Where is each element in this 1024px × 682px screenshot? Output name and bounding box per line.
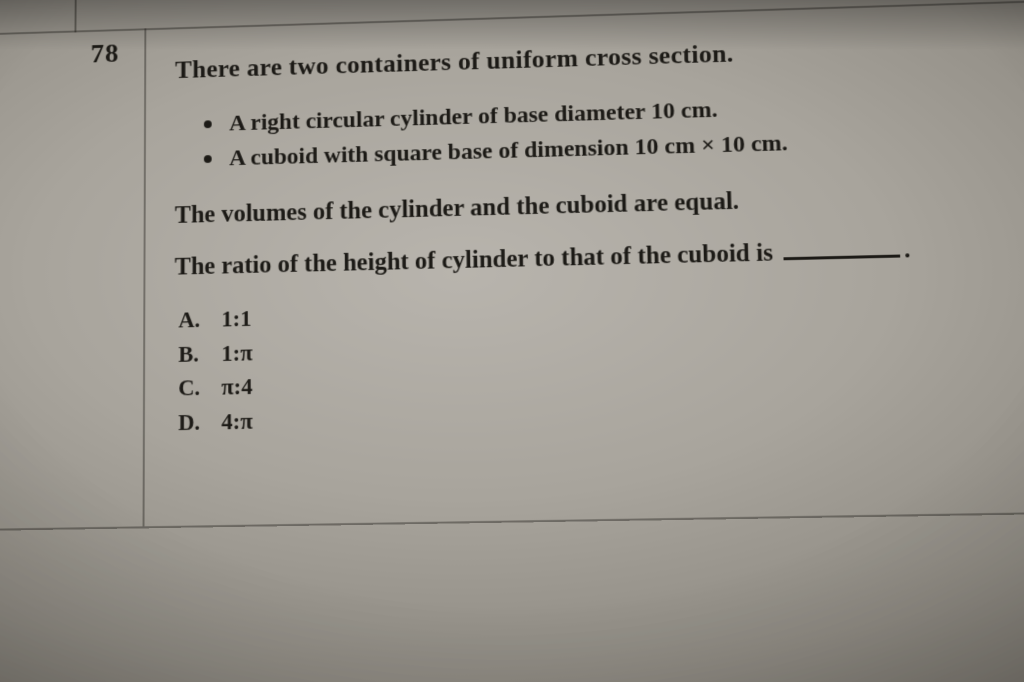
option-label: A. bbox=[178, 304, 205, 338]
question-para-2: The ratio of the height of cylinder to t… bbox=[175, 229, 994, 287]
table-border bbox=[0, 0, 1024, 36]
bullet-icon bbox=[204, 155, 212, 163]
bullet-icon bbox=[204, 120, 212, 128]
question-stem: There are two containers of uniform cros… bbox=[175, 31, 986, 84]
question-para-1: The volumes of the cylinder and the cubo… bbox=[175, 176, 992, 235]
fill-blank bbox=[783, 235, 900, 260]
option-label: C. bbox=[178, 371, 205, 406]
table-border bbox=[143, 28, 147, 526]
question-content: There are two containers of uniform cros… bbox=[174, 31, 999, 440]
option-text: 4:π bbox=[221, 405, 252, 440]
question-table: 78 There are two containers of uniform c… bbox=[0, 0, 1024, 619]
para2-text: The ratio of the height of cylinder to t… bbox=[175, 239, 774, 280]
option-label: D. bbox=[178, 406, 206, 441]
option-text: 1:π bbox=[221, 336, 252, 371]
question-number: 78 bbox=[90, 39, 119, 70]
para2-post: . bbox=[904, 236, 911, 263]
page: 78 There are two containers of uniform c… bbox=[6, 0, 1024, 682]
table-border bbox=[0, 512, 1024, 531]
option-text: 1:1 bbox=[221, 303, 251, 338]
answer-options: A. 1:1 B. 1:π C. π:4 D. 4:π bbox=[178, 286, 999, 441]
option-text: π:4 bbox=[221, 370, 252, 405]
table-border bbox=[74, 0, 76, 32]
bullet-list: A right circular cylinder of base diamet… bbox=[204, 87, 989, 176]
option-label: B. bbox=[178, 337, 205, 372]
